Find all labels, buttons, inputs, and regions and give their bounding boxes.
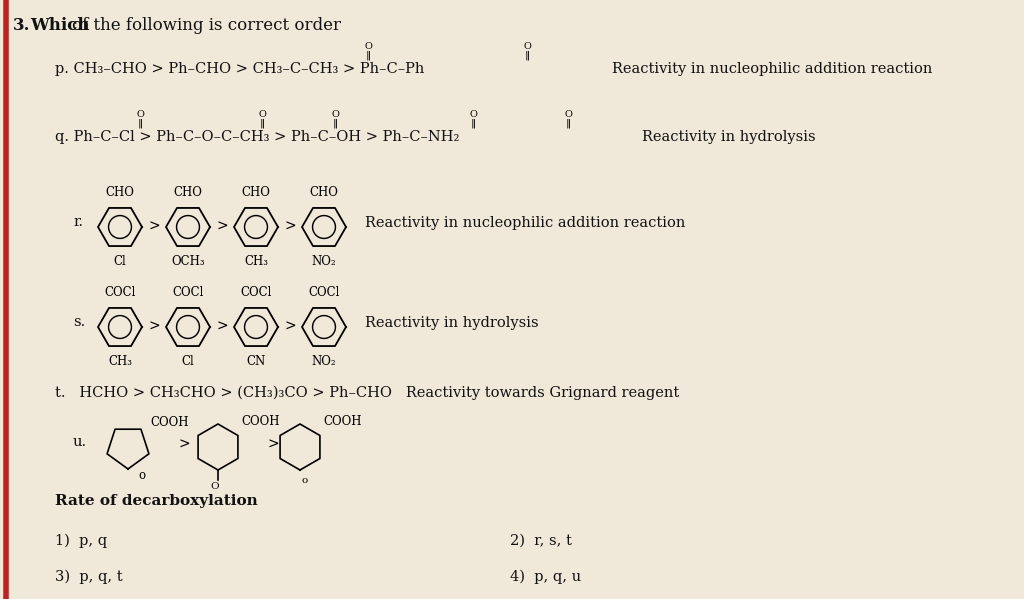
Text: NO₂: NO₂ — [311, 355, 336, 368]
Text: COOH: COOH — [150, 416, 188, 429]
Text: CHO: CHO — [242, 186, 270, 199]
Text: O: O — [365, 42, 372, 51]
Text: O: O — [523, 42, 530, 51]
Text: 3.: 3. — [13, 17, 31, 34]
Text: O: O — [331, 110, 339, 119]
Text: Rate of decarboxylation: Rate of decarboxylation — [55, 494, 258, 508]
Text: ‖: ‖ — [137, 119, 142, 128]
Text: COCl: COCl — [308, 286, 340, 299]
Text: >: > — [285, 320, 296, 334]
Text: >: > — [267, 438, 279, 452]
Text: >: > — [285, 220, 296, 234]
Text: CH₃: CH₃ — [244, 255, 268, 268]
Text: 3)  p, q, t: 3) p, q, t — [55, 570, 123, 584]
Text: s.: s. — [73, 315, 85, 329]
Text: CN: CN — [247, 355, 265, 368]
Text: O: O — [211, 482, 219, 491]
Text: O: O — [258, 110, 266, 119]
Text: ‖: ‖ — [259, 119, 264, 128]
Text: Which: Which — [30, 17, 89, 34]
Text: 2)  r, s, t: 2) r, s, t — [510, 534, 571, 548]
Text: COCl: COCl — [104, 286, 136, 299]
Text: CHO: CHO — [173, 186, 203, 199]
Text: u.: u. — [73, 435, 87, 449]
Text: Cl: Cl — [181, 355, 195, 368]
Text: NO₂: NO₂ — [311, 255, 336, 268]
Text: o: o — [138, 469, 145, 482]
Text: CH₃: CH₃ — [108, 355, 132, 368]
Text: Cl: Cl — [114, 255, 126, 268]
Text: >: > — [217, 220, 228, 234]
Text: 1)  p, q: 1) p, q — [55, 534, 108, 548]
Text: r.: r. — [73, 215, 83, 229]
Text: Reactivity in nucleophilic addition reaction: Reactivity in nucleophilic addition reac… — [612, 62, 933, 76]
Text: of the following is correct order: of the following is correct order — [72, 17, 341, 34]
Text: >: > — [148, 220, 161, 234]
Text: ‖: ‖ — [565, 119, 570, 128]
Text: ‖: ‖ — [333, 119, 338, 128]
Text: O: O — [136, 110, 144, 119]
Text: o: o — [302, 476, 308, 485]
Text: q. Ph–C–Cl > Ph–C–O–C–CH₃ > Ph–C–OH > Ph–C–NH₂: q. Ph–C–Cl > Ph–C–O–C–CH₃ > Ph–C–OH > Ph… — [55, 130, 460, 144]
Text: >: > — [178, 438, 189, 452]
Text: COCl: COCl — [241, 286, 271, 299]
Text: >: > — [217, 320, 228, 334]
Text: t.   HCHO > CH₃CHO > (CH₃)₃CO > Ph–CHO   Reactivity towards Grignard reagent: t. HCHO > CH₃CHO > (CH₃)₃CO > Ph–CHO Rea… — [55, 386, 679, 400]
Text: p. CH₃–CHO > Ph–CHO > CH₃–C–CH₃ > Ph–C–Ph: p. CH₃–CHO > Ph–CHO > CH₃–C–CH₃ > Ph–C–P… — [55, 62, 424, 76]
Text: ‖: ‖ — [470, 119, 475, 128]
Text: CHO: CHO — [105, 186, 134, 199]
Text: Reactivity in hydrolysis: Reactivity in hydrolysis — [642, 130, 816, 144]
Text: >: > — [148, 320, 161, 334]
Text: O: O — [469, 110, 477, 119]
Text: Reactivity in nucleophilic addition reaction: Reactivity in nucleophilic addition reac… — [365, 216, 685, 230]
Text: COCl: COCl — [172, 286, 204, 299]
Text: COOH: COOH — [241, 415, 280, 428]
Text: 4)  p, q, u: 4) p, q, u — [510, 570, 582, 584]
Text: ‖: ‖ — [524, 50, 529, 60]
Text: OCH₃: OCH₃ — [171, 255, 205, 268]
Text: CHO: CHO — [309, 186, 339, 199]
Text: ‖: ‖ — [366, 50, 371, 60]
Text: COOH: COOH — [323, 415, 361, 428]
Text: Reactivity in hydrolysis: Reactivity in hydrolysis — [365, 316, 539, 330]
Text: O: O — [564, 110, 572, 119]
